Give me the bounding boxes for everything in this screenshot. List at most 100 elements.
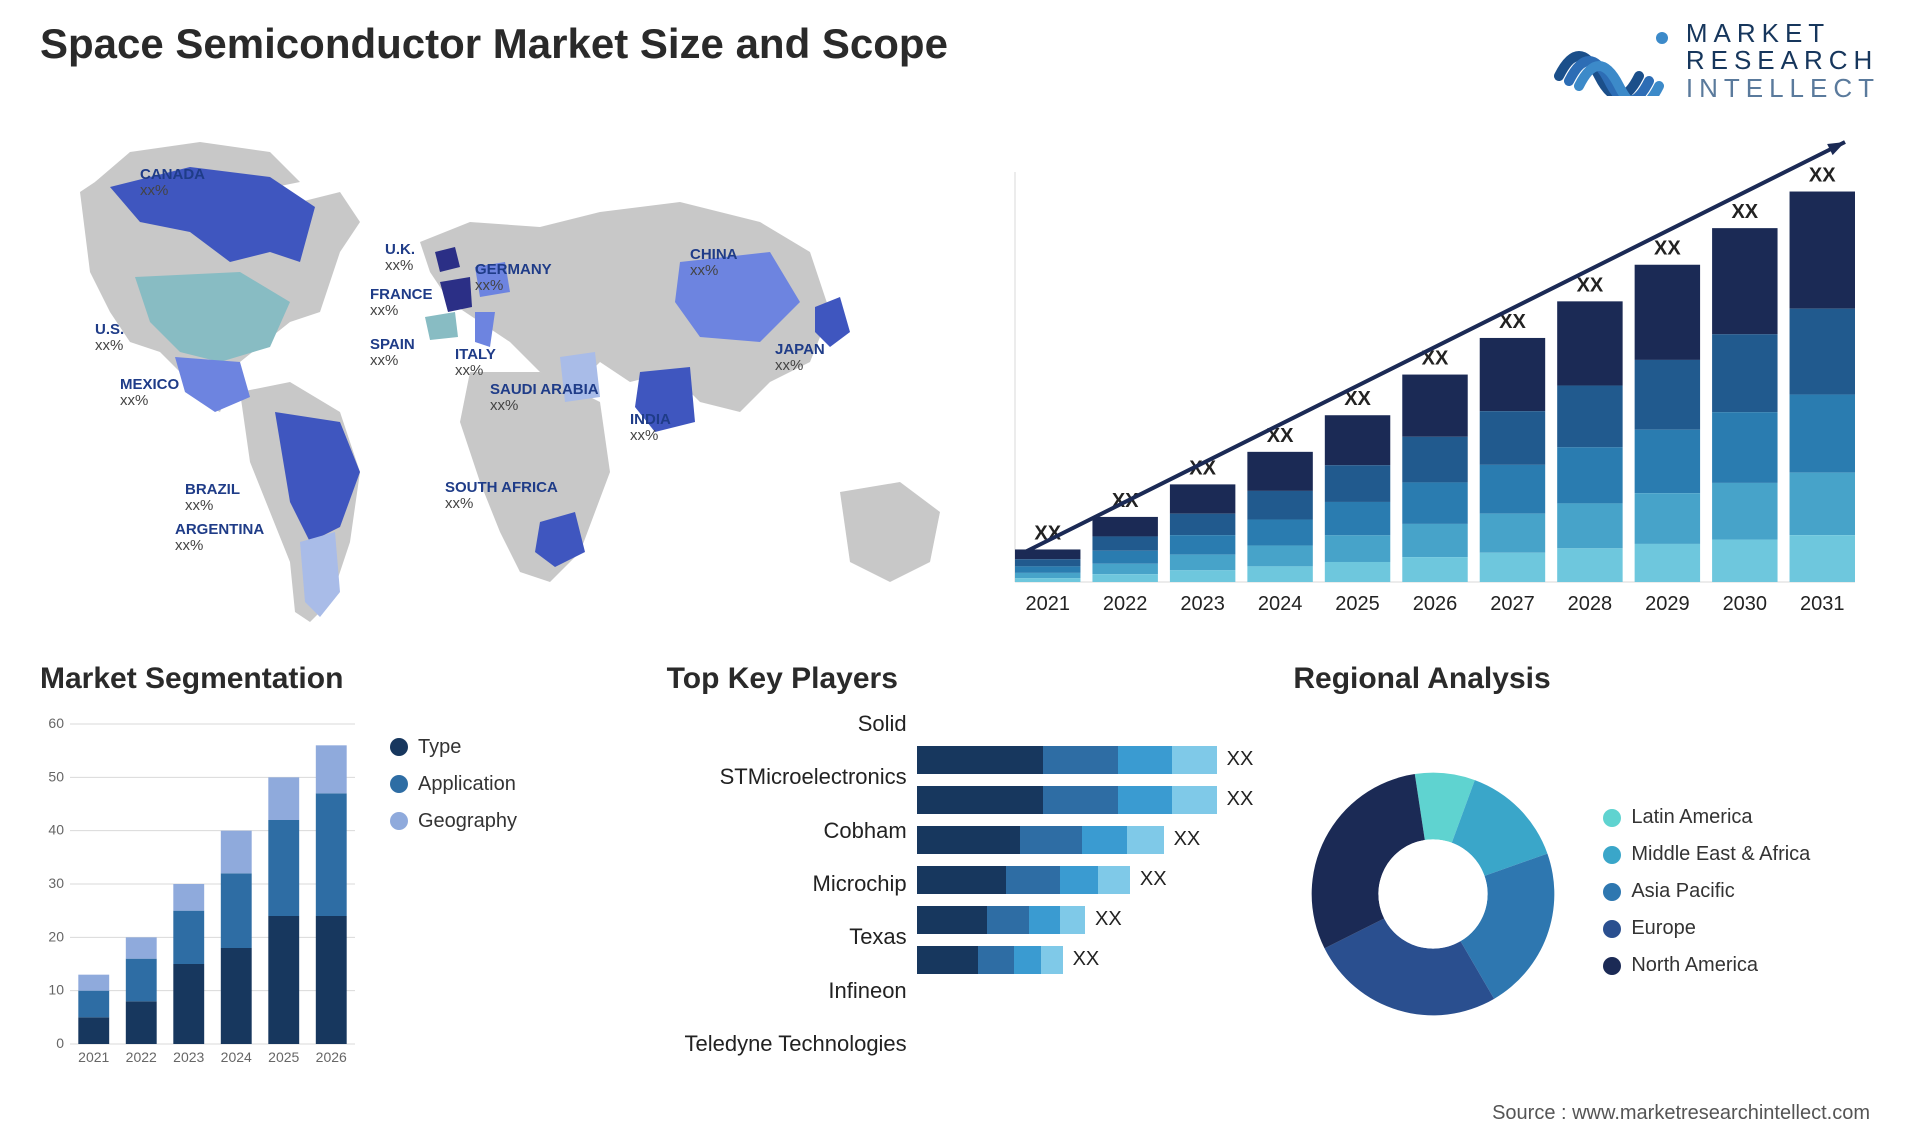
map-label: CHINAxx% [690,247,738,280]
legend-label: Middle East & Africa [1631,843,1810,866]
player-bar [917,866,1130,894]
bar-segment [1006,866,1059,894]
regional-title: Regional Analysis [1293,662,1880,696]
source-note: Source : www.marketresearchintellect.com [40,1102,1880,1125]
logo-text: MARKET RESEARCH INTELLECT [1686,20,1880,102]
svg-text:2026: 2026 [1413,593,1458,615]
svg-text:2023: 2023 [173,1049,204,1065]
segmentation-title: Market Segmentation [40,662,627,696]
map-label: U.S.xx% [95,322,124,355]
svg-text:40: 40 [48,822,64,838]
svg-text:2026: 2026 [316,1049,347,1065]
svg-text:2025: 2025 [1335,593,1380,615]
svg-text:2022: 2022 [1103,593,1148,615]
map-label: JAPANxx% [775,342,825,375]
growth-bar-chart: XX2021XX2022XX2023XX2024XX2025XX2026XX20… [990,112,1880,642]
bar-segment [1041,946,1063,974]
player-label: Microchip [667,871,907,897]
map-label: INDIAxx% [630,412,671,445]
map-label: MEXICOxx% [120,377,179,410]
player-bar [917,746,1217,774]
svg-text:2028: 2028 [1568,593,1613,615]
bar-segment [917,786,1043,814]
player-label: Teledyne Technologies [667,1031,907,1057]
bar-segment [917,906,988,934]
legend-label: Application [418,773,516,796]
svg-text:XX: XX [1809,164,1836,186]
player-row: XX [917,906,1254,934]
player-row: XX [917,826,1254,854]
svg-text:XX: XX [1654,238,1681,260]
bar-segment [1014,946,1040,974]
bar-segment [987,906,1029,934]
svg-text:2029: 2029 [1645,593,1690,615]
player-value: XX [1073,948,1100,971]
legend-label: Type [418,736,461,759]
legend-item: Latin America [1603,806,1810,829]
svg-text:60: 60 [48,715,64,731]
regional-panel: Regional Analysis Latin America Middle Ea… [1293,662,1880,1082]
player-label: Cobham [667,818,907,844]
bottom-row: Market Segmentation 01020304050602021202… [40,662,1880,1082]
bar-segment [978,946,1014,974]
player-label: STMicroelectronics [667,764,907,790]
svg-text:XX: XX [1731,201,1758,223]
logo-line3: INTELLECT [1686,75,1880,102]
brand-logo: MARKET RESEARCH INTELLECT [1554,20,1880,102]
legend-label: Geography [418,810,517,833]
legend-item: Geography [390,810,627,833]
legend-label: Europe [1631,917,1696,940]
svg-text:2025: 2025 [268,1049,299,1065]
map-label: FRANCExx% [370,287,433,320]
player-row: XX [917,746,1254,774]
svg-text:2024: 2024 [1258,593,1303,615]
legend-swatch [1603,957,1621,975]
player-bar [917,826,1164,854]
map-label: SPAINxx% [370,337,415,370]
segmentation-chart: 0102030405060202120222023202420252026 [40,706,360,1082]
map-label: ITALYxx% [455,347,496,380]
svg-text:20: 20 [48,928,64,944]
page-title: Space Semiconductor Market Size and Scop… [40,20,948,68]
bar-segment [917,826,1021,854]
map-label: BRAZILxx% [185,482,240,515]
segmentation-legend: Type Application Geography [360,706,627,1082]
legend-swatch [1603,846,1621,864]
regional-legend: Latin America Middle East & Africa Asia Pa… [1603,796,1810,991]
legend-item: Application [390,773,627,796]
legend-item: Asia Pacific [1603,880,1810,903]
bar-segment [917,866,1007,894]
player-value: XX [1174,828,1201,851]
player-bar [917,946,1063,974]
legend-item: North America [1603,954,1810,977]
svg-text:10: 10 [48,982,64,998]
svg-text:2027: 2027 [1490,593,1535,615]
legend-swatch [1603,809,1621,827]
world-map-panel: CANADAxx%U.S.xx%MEXICOxx%BRAZILxx%ARGENT… [40,112,960,642]
bar-segment [1043,786,1118,814]
player-bar [917,786,1217,814]
bar-segment [1118,746,1172,774]
svg-text:2021: 2021 [1025,593,1070,615]
bar-segment [1098,866,1130,894]
legend-label: Latin America [1631,806,1752,829]
svg-text:30: 30 [48,875,64,891]
header: Space Semiconductor Market Size and Scop… [40,20,1880,102]
logo-wave-icon [1554,26,1674,96]
player-label: Texas [667,924,907,950]
legend-item: Type [390,736,627,759]
player-bars: XXXXXXXXXXXX [917,706,1254,1082]
bar-segment [1060,906,1085,934]
legend-swatch [390,738,408,756]
bar-segment [1172,786,1217,814]
legend-item: Middle East & Africa [1603,843,1810,866]
bar-segment [1118,786,1172,814]
svg-text:XX: XX [1577,274,1604,296]
player-value: XX [1227,788,1254,811]
map-label: CANADAxx% [140,167,205,200]
legend-swatch [390,775,408,793]
map-label: SOUTH AFRICAxx% [445,480,558,513]
bar-segment [1029,906,1059,934]
player-row [917,706,1254,734]
bar-segment [1043,746,1118,774]
